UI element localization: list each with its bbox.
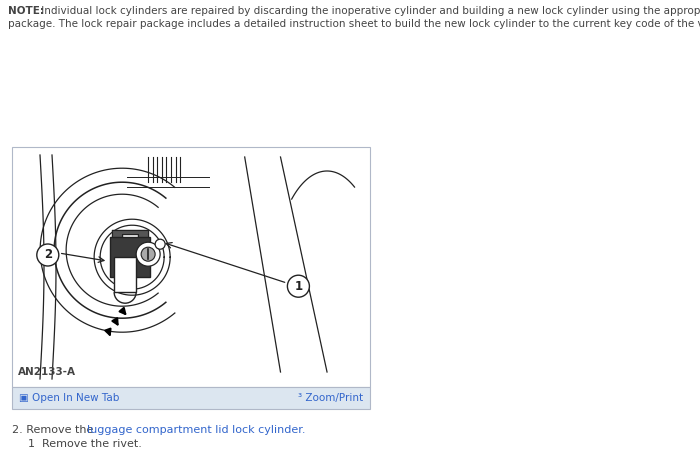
Text: AN2133-A: AN2133-A xyxy=(18,367,76,377)
Bar xyxy=(12,147,370,387)
Bar xyxy=(12,387,370,409)
Text: 1: 1 xyxy=(294,280,302,292)
Circle shape xyxy=(136,242,160,266)
Text: NOTE:: NOTE: xyxy=(8,6,44,16)
Bar xyxy=(110,237,150,277)
Text: luggage compartment lid lock cylinder.: luggage compartment lid lock cylinder. xyxy=(87,425,305,435)
Text: ³ Zoom/Print: ³ Zoom/Print xyxy=(298,393,363,403)
Text: 1  Remove the rivet.: 1 Remove the rivet. xyxy=(28,439,142,449)
Polygon shape xyxy=(112,230,148,240)
Text: 2: 2 xyxy=(43,248,52,261)
Bar xyxy=(114,257,136,292)
Text: ▣ Open In New Tab: ▣ Open In New Tab xyxy=(19,393,120,403)
Text: package. The lock repair package includes a detailed instruction sheet to build : package. The lock repair package include… xyxy=(8,19,700,29)
Text: Individual lock cylinders are repaired by discarding the inoperative cylinder an: Individual lock cylinders are repaired b… xyxy=(38,6,700,16)
Text: 2. Remove the: 2. Remove the xyxy=(12,425,97,435)
Circle shape xyxy=(288,275,309,297)
Circle shape xyxy=(37,244,59,266)
Circle shape xyxy=(141,247,155,261)
Circle shape xyxy=(155,239,165,249)
